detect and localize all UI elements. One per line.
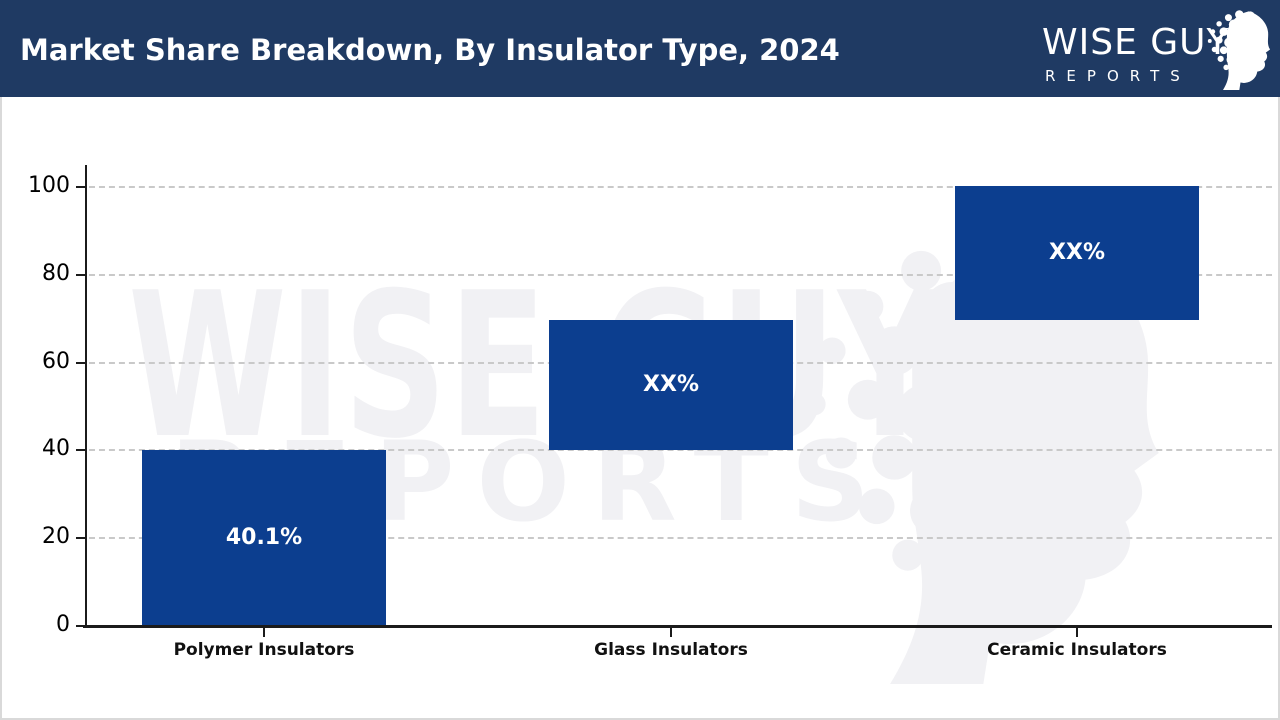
y-tick-label: 80 [42, 260, 70, 286]
gridline [89, 449, 1272, 452]
bar-value-label: XX% [643, 372, 699, 398]
gridline [89, 186, 1272, 188]
y-tick-mark [76, 625, 85, 627]
gridline [89, 273, 1272, 276]
y-tick-mark [76, 361, 85, 364]
page-title: Market Share Breakdown, By Insulator Typ… [20, 33, 840, 67]
x-tick-mark [1076, 628, 1078, 637]
wiseguy-logo: WISE GUY REPORTS [1042, 6, 1272, 94]
y-tick-label: 0 [56, 612, 70, 637]
x-category-label: Glass Insulators [594, 640, 748, 660]
y-tick-mark [76, 186, 85, 188]
x-tick-mark [263, 628, 265, 637]
y-tick-label: 40 [42, 436, 70, 462]
logo-wordmark: WISE GUY [1042, 22, 1230, 63]
y-tick-mark [76, 273, 85, 276]
y-tick-mark [76, 449, 85, 452]
bar-value-label: XX% [1049, 240, 1105, 266]
y-tick-label: 20 [42, 524, 70, 550]
wiseguy-head-icon [1202, 9, 1272, 90]
y-tick-label: 60 [42, 348, 70, 374]
watermark-wordmark: WISE GUY [128, 250, 944, 483]
y-tick-label: 100 [28, 173, 70, 198]
x-tick-mark [670, 628, 672, 637]
bar-segment: XX% [549, 320, 793, 450]
bar-value-label: 40.1% [225, 525, 303, 551]
y-tick-mark [76, 537, 85, 540]
logo-subtext: REPORTS [1045, 67, 1191, 85]
gridline [89, 537, 1272, 540]
bar-segment: XX% [955, 185, 1199, 320]
x-category-label: Polymer Insulators [173, 640, 355, 660]
x-category-label: Ceramic Insulators [987, 640, 1167, 660]
x-axis-line [83, 625, 1272, 628]
bar-segment: 40.1% [142, 449, 386, 626]
header-bar: Market Share Breakdown, By Insulator Typ… [0, 0, 1280, 97]
y-axis-line [85, 165, 87, 628]
